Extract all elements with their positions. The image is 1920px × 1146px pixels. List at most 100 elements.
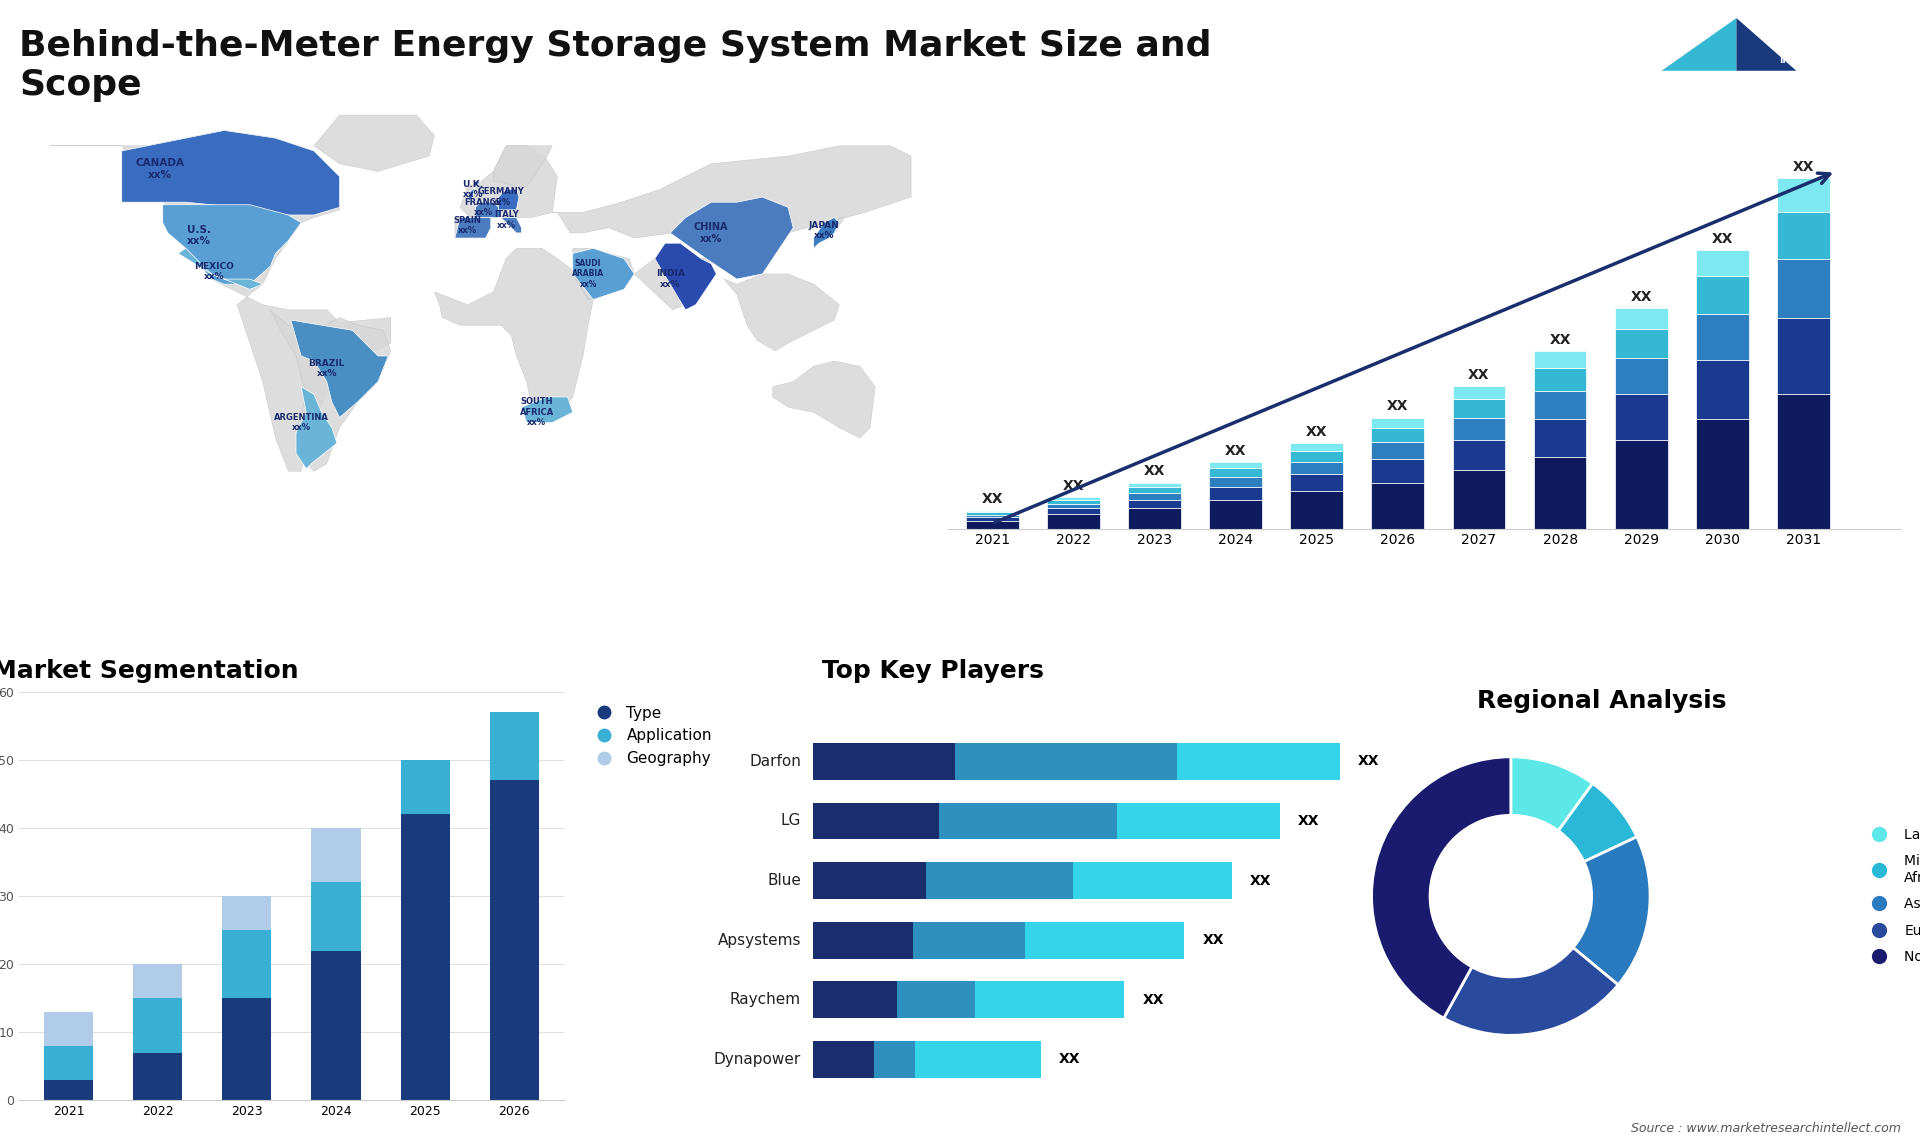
Text: ARGENTINA
xx%: ARGENTINA xx% (275, 413, 328, 432)
Polygon shape (572, 249, 634, 299)
Text: U.K.
xx%: U.K. xx% (463, 180, 484, 199)
Text: JAPAN
xx%: JAPAN xx% (808, 221, 839, 240)
Bar (1290, 462, 1344, 474)
Polygon shape (553, 146, 912, 238)
Text: XX: XX (1549, 332, 1571, 346)
Bar (1615, 359, 1668, 394)
Bar (975, 981, 1125, 1018)
Bar (1695, 314, 1749, 360)
Bar (1534, 368, 1586, 392)
Bar (1177, 743, 1340, 779)
Bar (956, 743, 1177, 779)
Text: Dynapower: Dynapower (714, 1052, 801, 1067)
Bar (1117, 802, 1281, 839)
Polygon shape (670, 197, 793, 280)
Bar (966, 517, 1020, 520)
Bar (401, 760, 449, 815)
Bar (897, 981, 975, 1018)
Bar (1073, 862, 1233, 898)
Bar (1453, 440, 1505, 470)
Polygon shape (572, 249, 634, 299)
Text: INDIA
xx%: INDIA xx% (657, 269, 685, 289)
Wedge shape (1511, 756, 1594, 831)
Bar (812, 802, 939, 839)
Bar (1534, 419, 1586, 457)
Wedge shape (1559, 784, 1638, 862)
Polygon shape (296, 386, 338, 469)
Bar (1046, 497, 1100, 500)
Polygon shape (499, 189, 518, 210)
Bar (1210, 469, 1261, 477)
Bar (1290, 474, 1344, 492)
Bar (1290, 444, 1344, 450)
Bar (490, 713, 540, 780)
Bar (401, 815, 449, 1100)
Bar (1371, 427, 1425, 442)
Text: BRAZIL
xx%: BRAZIL xx% (309, 359, 346, 378)
Bar (223, 931, 271, 998)
Polygon shape (634, 249, 710, 309)
Legend: Type, Application, Geography: Type, Application, Geography (582, 700, 718, 772)
Text: SPAIN
xx%: SPAIN xx% (453, 215, 482, 235)
Text: XX: XX (1298, 814, 1319, 829)
Text: XX: XX (1202, 933, 1223, 948)
Bar (1615, 440, 1668, 529)
Polygon shape (724, 274, 839, 351)
Bar (1534, 351, 1586, 368)
Bar (1778, 179, 1830, 212)
Bar (132, 998, 182, 1052)
Bar (1046, 513, 1100, 529)
Polygon shape (455, 146, 557, 238)
Bar (1210, 477, 1261, 487)
Bar (1025, 921, 1185, 958)
Polygon shape (434, 249, 593, 421)
Bar (132, 964, 182, 998)
Text: Source : www.marketresearchintellect.com: Source : www.marketresearchintellect.com (1630, 1122, 1901, 1135)
Bar (1210, 500, 1261, 529)
Bar (1129, 508, 1181, 529)
Bar (966, 515, 1020, 517)
Bar (1371, 460, 1425, 482)
Text: LG: LG (781, 814, 801, 829)
Text: XX: XX (1225, 445, 1246, 458)
Text: ITALY
xx%: ITALY xx% (493, 211, 518, 230)
Bar (1210, 487, 1261, 500)
Text: SOUTH
AFRICA
xx%: SOUTH AFRICA xx% (520, 398, 555, 427)
Bar (1129, 493, 1181, 500)
Text: XX: XX (1386, 400, 1409, 414)
Bar (1778, 317, 1830, 394)
Text: SAUDI
ARABIA
xx%: SAUDI ARABIA xx% (572, 259, 605, 289)
Bar (1778, 394, 1830, 529)
Polygon shape (1736, 18, 1797, 71)
Bar (1615, 308, 1668, 329)
Bar (812, 1041, 874, 1077)
Bar (1534, 457, 1586, 529)
Text: Market Segmentation: Market Segmentation (0, 659, 300, 683)
Bar (1453, 417, 1505, 440)
Bar (223, 896, 271, 931)
Polygon shape (50, 131, 392, 471)
Polygon shape (315, 115, 434, 172)
Bar (223, 998, 271, 1100)
Text: U.S.
xx%: U.S. xx% (186, 225, 211, 246)
Polygon shape (499, 218, 522, 233)
Text: XX: XX (1062, 479, 1085, 493)
Bar (966, 511, 1020, 512)
Text: MARKET
RESEARCH
INTELLECT: MARKET RESEARCH INTELLECT (1778, 32, 1834, 64)
Bar (914, 921, 1025, 958)
Text: Behind-the-Meter Energy Storage System Market Size and
Scope: Behind-the-Meter Energy Storage System M… (19, 29, 1212, 102)
Bar (44, 1012, 92, 1046)
Polygon shape (179, 249, 263, 289)
Wedge shape (1444, 948, 1619, 1035)
Wedge shape (1572, 837, 1649, 984)
Polygon shape (468, 182, 480, 202)
Bar (874, 1041, 916, 1077)
Title: Top Key Players: Top Key Players (822, 659, 1044, 683)
Bar (1615, 394, 1668, 440)
Bar (1695, 276, 1749, 314)
Bar (1615, 329, 1668, 359)
Text: Raychem: Raychem (730, 992, 801, 1007)
Bar (1371, 482, 1425, 529)
Bar (490, 780, 540, 1100)
Text: XX: XX (1306, 425, 1327, 439)
